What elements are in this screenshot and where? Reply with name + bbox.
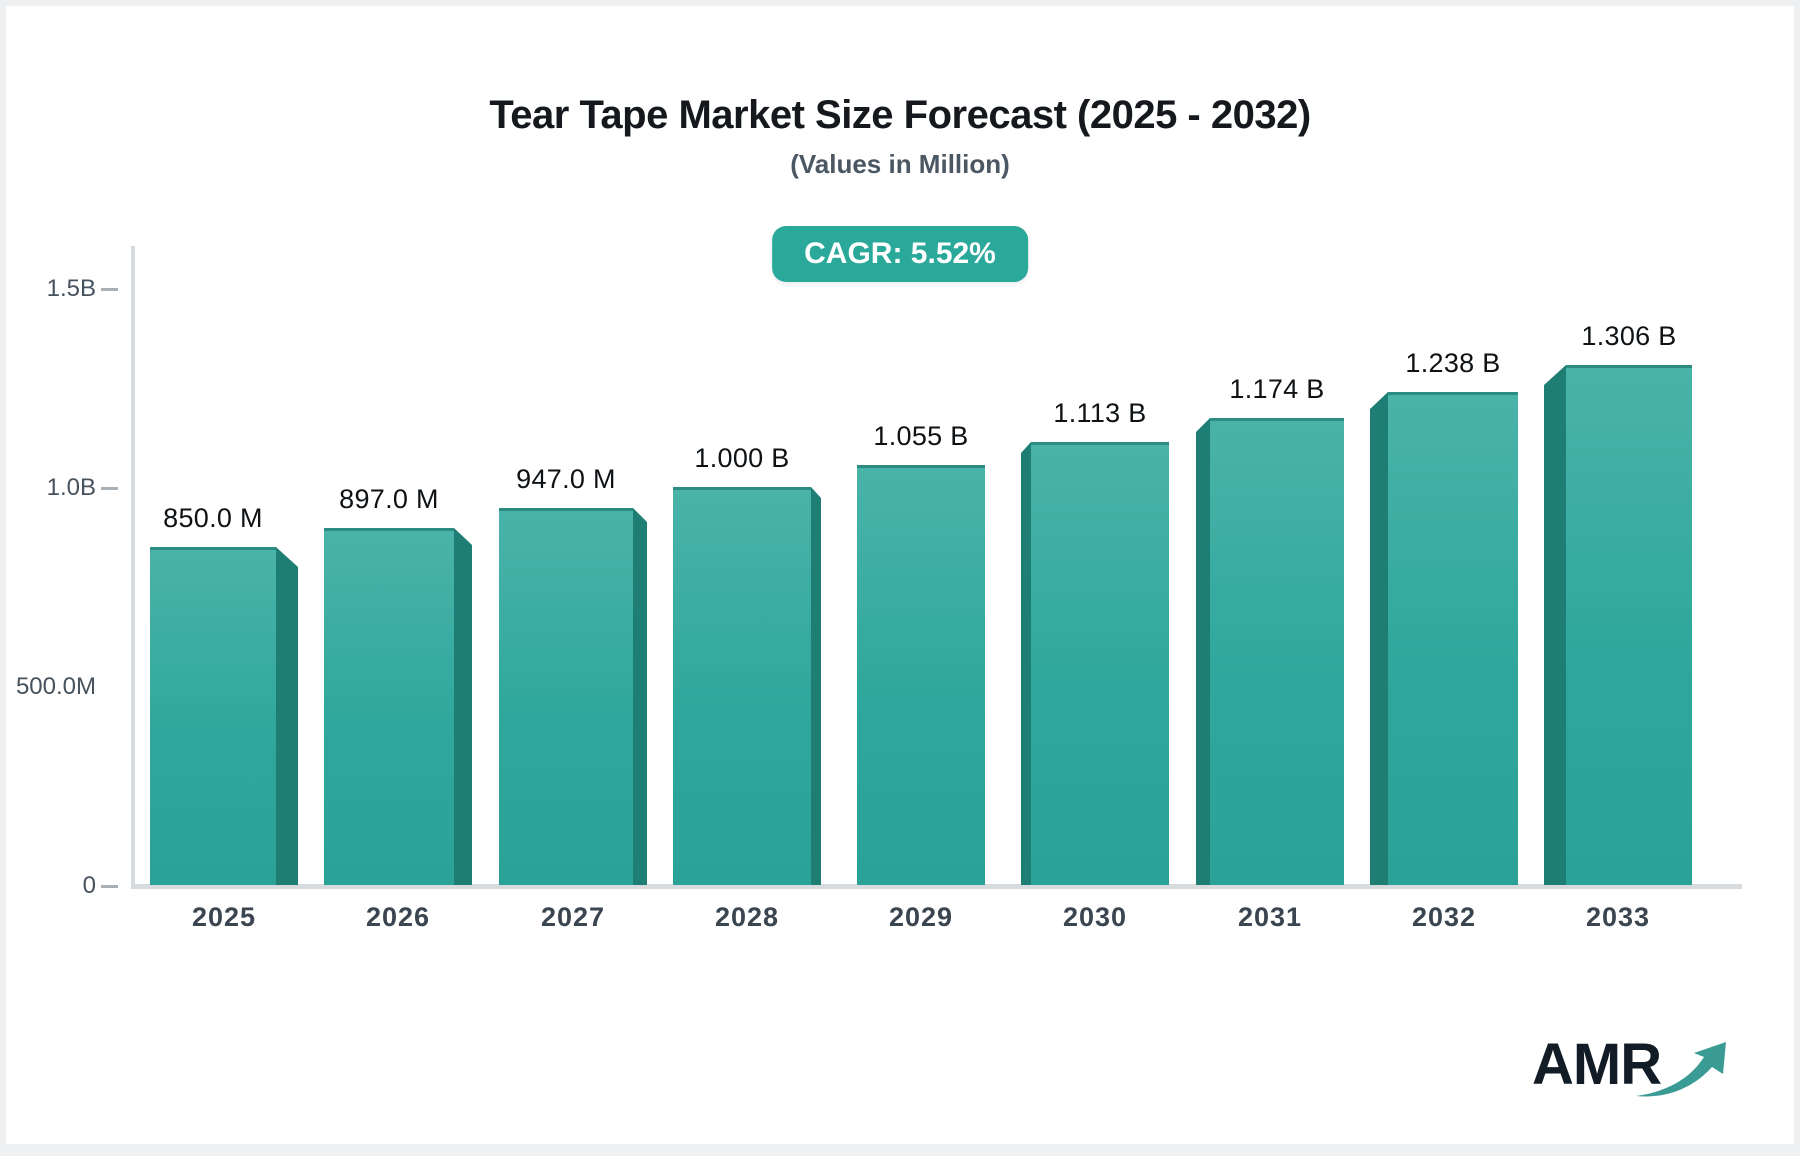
x-axis-label-2028: 2028: [714, 902, 780, 932]
bar-group-2030: 1.113 B 2030: [1021, 0, 1169, 932]
bar-group-2033: 1.306 B 2033: [1544, 0, 1692, 932]
bar-value-label: 947.0 M: [516, 464, 616, 494]
bar-front-face: [857, 465, 985, 885]
bar-value-label: 1.000 B: [694, 443, 790, 473]
bar-value-label: 1.113 B: [1053, 398, 1147, 428]
y-tick-mark: [101, 885, 118, 888]
y-tick-mark: [101, 487, 118, 490]
bar-front-face: [499, 508, 633, 885]
bar-2028[interactable]: [673, 487, 821, 885]
x-axis-label-2033: 2033: [1585, 902, 1651, 932]
bar-2031[interactable]: [1196, 418, 1344, 885]
bar-2029[interactable]: [847, 465, 995, 885]
bar-group-2028: 1.000 B 2028: [673, 0, 821, 932]
x-axis-label-2029: 2029: [888, 902, 954, 932]
chart-title: Tear Tape Market Size Forecast (2025 - 2…: [489, 93, 1311, 137]
bar-side-face: [454, 528, 472, 885]
bar-group-2029: 1.055 B 2029: [847, 0, 995, 932]
cagr-badge: CAGR: 5.52%: [772, 226, 1028, 282]
bar-value-label: 897.0 M: [339, 484, 439, 514]
bar-side-face: [811, 487, 821, 885]
bar-value-label: 1.174 B: [1229, 374, 1325, 404]
bar-2026[interactable]: [324, 528, 472, 885]
logo-text: AMR: [1532, 1032, 1662, 1097]
bar-2032[interactable]: [1370, 392, 1518, 885]
chart-subtitle: (Values in Million): [790, 149, 1010, 179]
bar-value-label: 1.238 B: [1405, 348, 1501, 378]
bar-2030[interactable]: [1021, 442, 1169, 885]
y-axis-line: [131, 246, 135, 888]
bar-front-face: [1388, 392, 1518, 885]
bar-group-2031: 1.174 B 2031: [1196, 0, 1344, 932]
y-tick-label: 1.5B: [46, 275, 96, 302]
amr-logo: AMR: [1532, 1032, 1726, 1112]
logo-growth-arrow-icon: [1636, 1042, 1726, 1097]
y-tick-label: 0: [82, 872, 96, 899]
x-axis-label-2027: 2027: [540, 902, 606, 932]
x-axis-label-2031: 2031: [1237, 902, 1303, 932]
bar-side-face: [1196, 418, 1210, 885]
bar-value-label: 1.055 B: [873, 421, 969, 451]
x-axis-label-2032: 2032: [1411, 902, 1477, 932]
y-tick-label: 1.0B: [46, 474, 96, 501]
bar-2027[interactable]: [499, 508, 647, 885]
bar-front-face: [1210, 418, 1344, 885]
y-tick-label: 500.0M: [15, 673, 96, 700]
bar-front-face: [1566, 365, 1692, 885]
bar-side-face: [1021, 442, 1031, 885]
bar-side-face: [633, 508, 647, 885]
y-tick-mark: [101, 288, 118, 291]
x-axis-line: [131, 884, 1742, 889]
bar-side-face: [276, 547, 298, 885]
bar-group-2026: 897.0 M 2026: [324, 0, 472, 932]
bar-value-label: 1.306 B: [1581, 321, 1677, 351]
bar-front-face: [1031, 442, 1169, 885]
bar-group-2027: 947.0 M 2027: [499, 0, 647, 932]
bar-value-label: 850.0 M: [163, 503, 263, 533]
bar-2033[interactable]: [1544, 365, 1692, 885]
bar-group-2032: 1.238 B 2032: [1370, 0, 1518, 932]
x-axis-label-2025: 2025: [191, 902, 257, 932]
bar-side-face: [1370, 392, 1388, 885]
x-axis-label-2030: 2030: [1062, 902, 1128, 932]
bar-2025[interactable]: [150, 547, 298, 885]
bar-side-face: [1544, 365, 1566, 885]
bar-front-face: [673, 487, 811, 885]
bar-front-face: [324, 528, 454, 885]
bar-group-2025: 850.0 M 2025: [150, 0, 298, 932]
bar-front-face: [150, 547, 276, 885]
x-axis-label-2026: 2026: [365, 902, 431, 932]
